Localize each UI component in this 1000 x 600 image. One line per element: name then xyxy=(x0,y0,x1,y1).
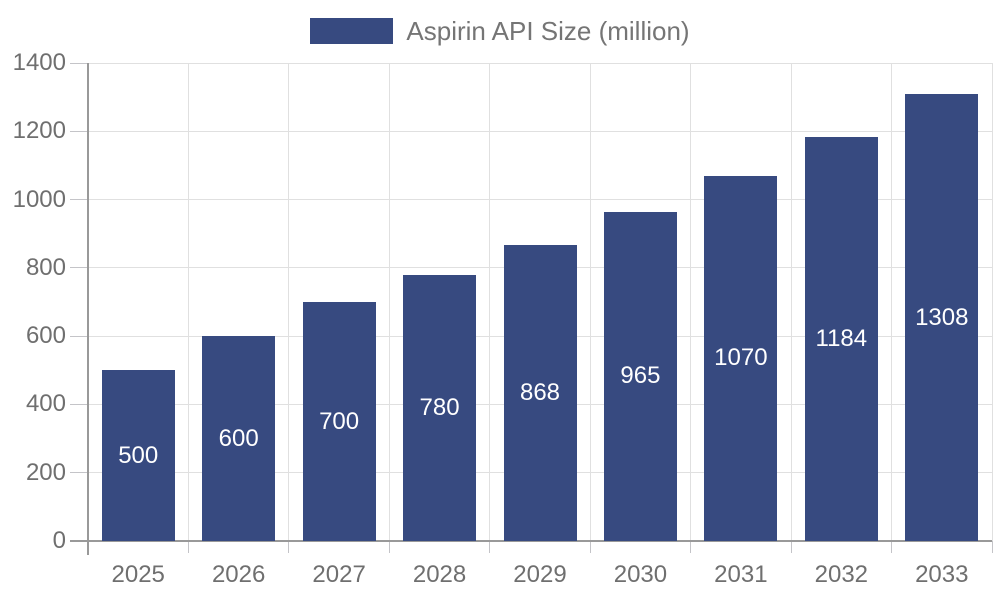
y-tick xyxy=(70,199,88,201)
x-tick xyxy=(187,541,189,553)
bar-value-label: 868 xyxy=(519,378,561,406)
bar xyxy=(403,274,477,541)
y-tick-label: 1400 xyxy=(12,49,66,76)
y-gridline xyxy=(88,130,992,132)
bar-value-label: 965 xyxy=(620,362,661,390)
x-tick xyxy=(891,541,893,553)
bar-value-label: 780 xyxy=(419,393,460,421)
y-axis-line xyxy=(87,63,89,541)
bar xyxy=(101,370,175,541)
x-tick xyxy=(991,541,993,553)
x-tick xyxy=(589,541,591,553)
bar xyxy=(202,336,276,541)
y-tick xyxy=(70,472,88,474)
x-gridline xyxy=(187,63,189,541)
bar xyxy=(302,302,376,541)
bar xyxy=(704,175,778,541)
y-tick-label: 1200 xyxy=(12,117,66,145)
bar xyxy=(905,94,979,541)
y-tick xyxy=(70,267,88,269)
y-tick-label: 1000 xyxy=(12,185,66,213)
x-tick-label: 2033 xyxy=(915,561,969,588)
x-gridline xyxy=(790,63,792,541)
x-tick-label: 2027 xyxy=(312,561,366,588)
y-gridline xyxy=(88,62,992,64)
x-tick xyxy=(690,541,692,553)
x-gridline xyxy=(891,63,893,541)
x-axis-line xyxy=(88,540,992,542)
legend[interactable]: Aspirin API Size (million) xyxy=(0,14,1000,48)
legend-label: Aspirin API Size (million) xyxy=(406,16,690,46)
x-tick-label: 2031 xyxy=(714,561,768,588)
y-tick-label: 200 xyxy=(25,458,66,486)
x-gridline xyxy=(991,63,993,541)
y-gridline xyxy=(88,199,992,201)
x-gridline xyxy=(388,63,390,541)
x-tick xyxy=(288,541,290,553)
y-tick xyxy=(70,62,88,64)
y-tick-label: 0 xyxy=(52,527,66,554)
y-tick-label: 600 xyxy=(25,322,66,350)
legend-swatch xyxy=(310,18,394,44)
bar-value-label: 1184 xyxy=(815,324,868,352)
x-gridline xyxy=(589,63,591,541)
y-tick xyxy=(70,540,88,542)
x-tick xyxy=(790,541,792,553)
y-tick-label: 400 xyxy=(25,390,66,418)
y-tick xyxy=(70,403,88,405)
bar-value-label: 1308 xyxy=(915,303,969,331)
bar-value-label: 700 xyxy=(319,407,360,435)
x-tick-label: 2032 xyxy=(814,561,869,588)
x-tick-label: 2026 xyxy=(211,561,266,588)
x-tick-label: 2029 xyxy=(513,561,567,588)
bar xyxy=(603,211,677,541)
bar-value-label: 500 xyxy=(118,441,159,469)
x-tick-label: 2028 xyxy=(412,561,467,588)
x-gridline xyxy=(690,63,692,541)
y-tick-label: 800 xyxy=(25,253,66,281)
x-tick xyxy=(489,541,491,553)
x-tick xyxy=(388,541,390,553)
x-gridline xyxy=(288,63,290,541)
x-gridline xyxy=(489,63,491,541)
y-tick xyxy=(70,335,88,337)
x-tick-label: 2025 xyxy=(111,561,165,588)
x-tick xyxy=(87,541,89,555)
x-tick-label: 2030 xyxy=(613,561,668,588)
bar-value-label: 1070 xyxy=(714,344,768,372)
y-tick xyxy=(70,130,88,132)
bar xyxy=(503,244,577,541)
bar-value-label: 600 xyxy=(218,424,259,452)
bar xyxy=(804,136,878,541)
